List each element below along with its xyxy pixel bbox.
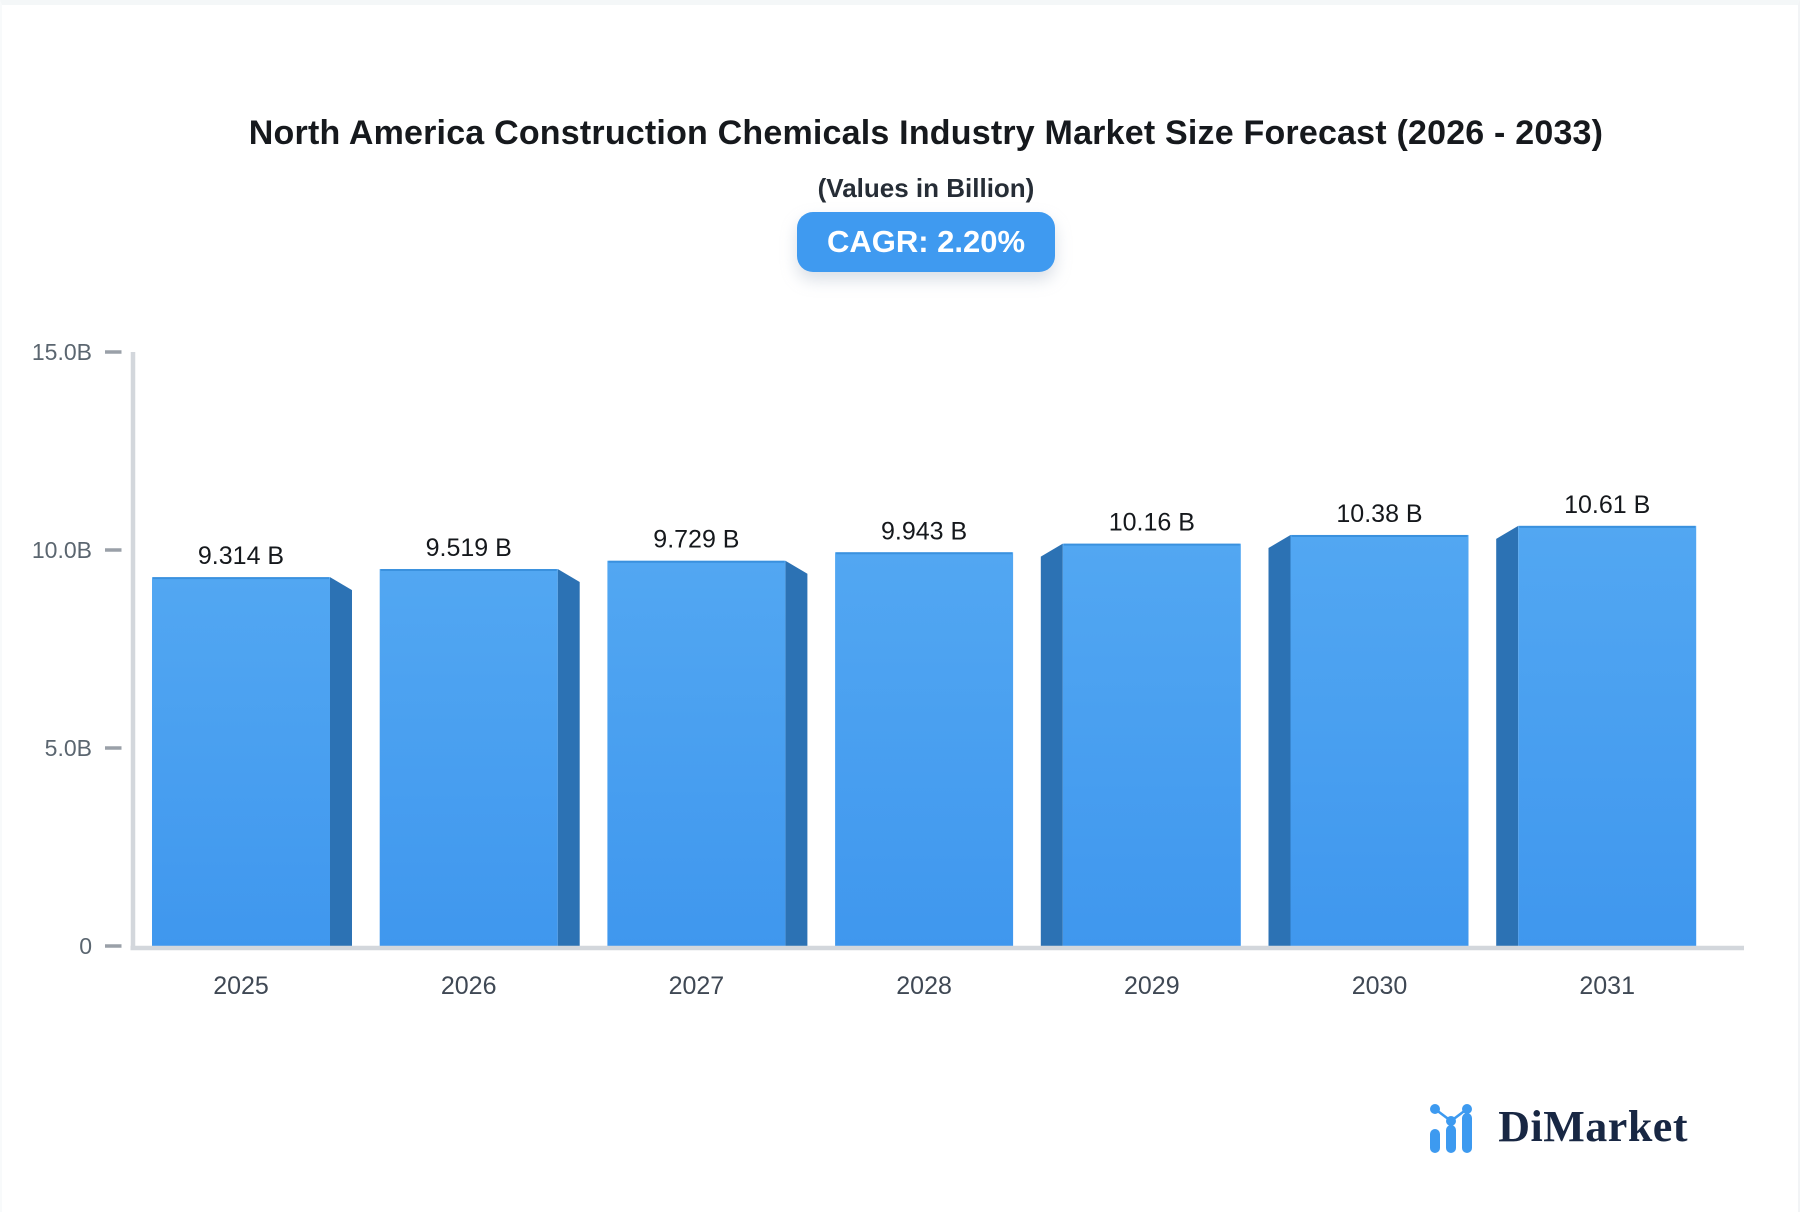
x-label-2026: 2026 bbox=[441, 972, 497, 1000]
y-tick-label-15.0B: 15.0B bbox=[32, 339, 92, 365]
value-label-2025: 9.314 B bbox=[198, 542, 284, 570]
bar-2030[interactable] bbox=[1268, 534, 1469, 949]
bar-2028[interactable] bbox=[835, 552, 1014, 949]
dimarket-logo-icon bbox=[1430, 1104, 1473, 1153]
value-label-2027: 9.729 B bbox=[653, 526, 739, 554]
x-label-2030: 2030 bbox=[1352, 972, 1408, 1000]
bar-2026[interactable] bbox=[379, 569, 580, 949]
chart-subtitle: (Values in Billion) bbox=[817, 173, 1035, 203]
value-label-2026: 9.519 B bbox=[426, 534, 512, 562]
value-label-2031: 10.61 B bbox=[1564, 491, 1650, 519]
x-label-2028: 2028 bbox=[896, 972, 952, 1000]
y-tick-label-0: 0 bbox=[79, 933, 92, 959]
value-label-2028: 9.943 B bbox=[881, 517, 967, 545]
y-tick-label-5.0B: 5.0B bbox=[45, 735, 92, 761]
dimarket-logo: DiMarket bbox=[1428, 1099, 1688, 1153]
bar-2027[interactable] bbox=[607, 560, 808, 949]
bar-2031[interactable] bbox=[1496, 525, 1697, 949]
chart-title: North America Construction Chemicals Ind… bbox=[248, 114, 1604, 152]
value-label-2029: 10.16 B bbox=[1109, 509, 1195, 537]
bar-2029[interactable] bbox=[1040, 543, 1241, 949]
bar-chart: 9.314 B 2025 9.519 B 2026 9.729 B 2027 9.943 B… bbox=[32, 339, 1744, 1000]
x-label-2031: 2031 bbox=[1579, 972, 1635, 1000]
cagr-badge-wrap: CAGR: 2.20% bbox=[26, 212, 1800, 272]
chart-header: North America Construction Chemicals Ind… bbox=[26, 5, 1800, 272]
value-label-2030: 10.38 B bbox=[1336, 500, 1422, 528]
y-tick-label-10.0B: 10.0B bbox=[32, 537, 92, 563]
x-label-2029: 2029 bbox=[1124, 972, 1180, 1000]
x-label-2025: 2025 bbox=[213, 972, 269, 1000]
bar-2025[interactable] bbox=[152, 577, 352, 949]
dimarket-logo-text: DiMarket bbox=[1498, 1101, 1688, 1151]
cagr-badge: CAGR: 2.20% bbox=[796, 212, 1056, 272]
x-label-2027: 2027 bbox=[669, 972, 725, 1000]
